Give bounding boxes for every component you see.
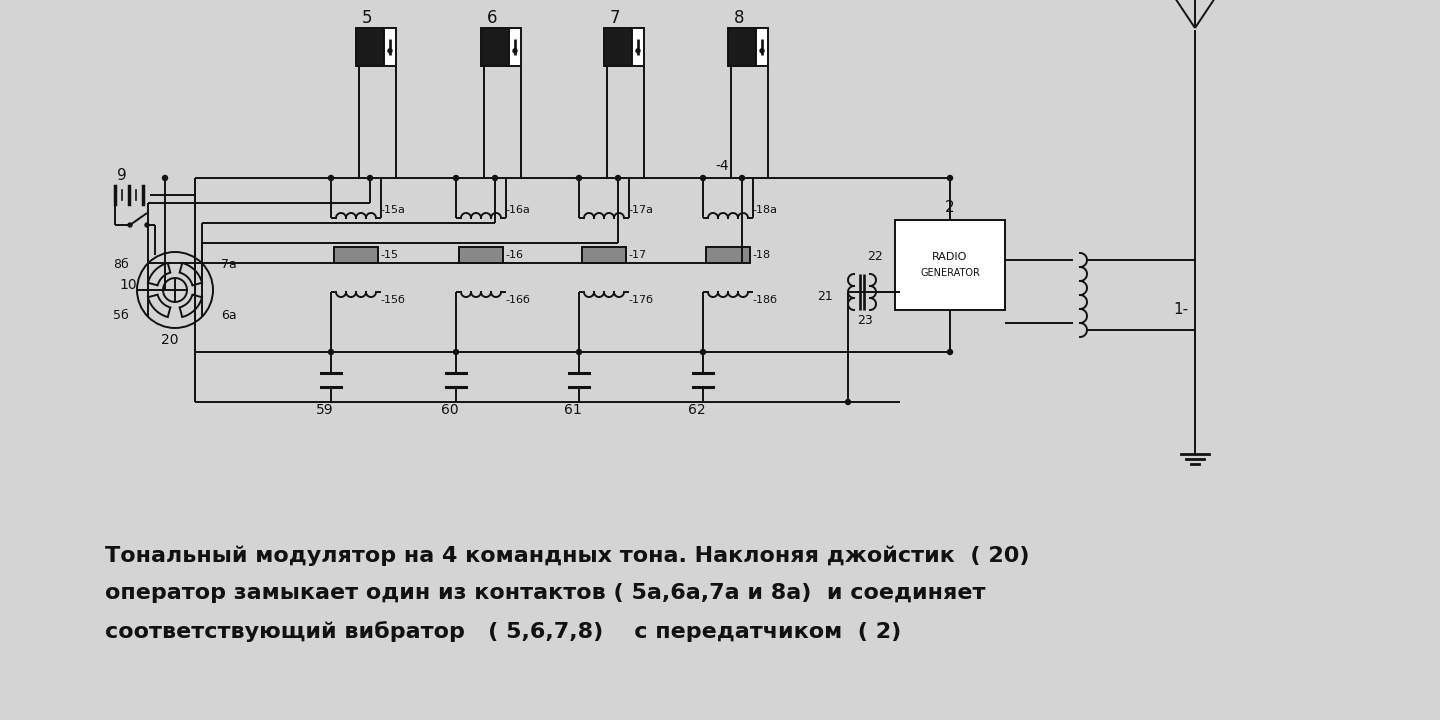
Circle shape	[576, 176, 582, 181]
Bar	[706, 247, 750, 263]
Text: 21: 21	[816, 290, 832, 304]
Bar	[508, 28, 521, 66]
Text: 1-: 1-	[1174, 302, 1188, 318]
Text: 10: 10	[120, 278, 137, 292]
Circle shape	[367, 176, 373, 181]
Text: 6а: 6а	[220, 310, 236, 323]
Text: 7: 7	[609, 9, 621, 27]
Text: -17: -17	[628, 250, 647, 260]
Text: 6: 6	[487, 9, 497, 27]
Text: 60: 60	[441, 403, 459, 417]
Circle shape	[128, 223, 132, 227]
Bar	[384, 28, 396, 66]
Circle shape	[700, 176, 706, 181]
Bar	[481, 28, 508, 66]
Bar	[459, 247, 503, 263]
Text: 22: 22	[867, 250, 883, 263]
Text: -16а: -16а	[505, 205, 530, 215]
Circle shape	[948, 349, 952, 354]
Circle shape	[636, 49, 639, 53]
Text: -18а: -18а	[752, 205, 778, 215]
Bar	[632, 28, 644, 66]
Circle shape	[492, 176, 497, 181]
Bar	[603, 28, 632, 66]
Circle shape	[615, 176, 621, 181]
Text: оператор замыкает один из контактов ( 5а,6а,7а и 8а)  и соединяет: оператор замыкает один из контактов ( 5а…	[105, 583, 985, 603]
Text: 61: 61	[564, 403, 582, 417]
Circle shape	[454, 349, 458, 354]
Bar	[334, 247, 377, 263]
Text: 7а: 7а	[220, 258, 236, 271]
Circle shape	[845, 400, 851, 405]
Text: 9: 9	[117, 168, 127, 182]
Circle shape	[513, 49, 517, 53]
Text: RADIO: RADIO	[932, 252, 968, 262]
Text: -4: -4	[716, 159, 729, 173]
Circle shape	[328, 349, 334, 354]
Text: GENERATOR: GENERATOR	[920, 268, 981, 278]
Circle shape	[700, 349, 706, 354]
Text: -18б: -18б	[752, 295, 778, 305]
Text: -17б: -17б	[628, 295, 652, 305]
Bar	[582, 247, 626, 263]
Text: 8: 8	[734, 9, 744, 27]
Text: -15б: -15б	[380, 295, 405, 305]
Text: -16б: -16б	[505, 295, 530, 305]
Circle shape	[328, 176, 334, 181]
Circle shape	[740, 176, 744, 181]
Text: 5: 5	[361, 9, 373, 27]
Text: -18: -18	[752, 250, 770, 260]
Bar	[756, 28, 768, 66]
Text: -15: -15	[380, 250, 397, 260]
Text: -15а: -15а	[380, 205, 405, 215]
Circle shape	[163, 176, 167, 181]
Text: 20: 20	[161, 333, 179, 347]
Circle shape	[760, 49, 765, 53]
Bar	[896, 220, 1005, 310]
Text: -16: -16	[505, 250, 523, 260]
Text: 8б: 8б	[114, 258, 128, 271]
Text: соответствующий вибратор   ( 5,6,7,8)    с передатчиком  ( 2): соответствующий вибратор ( 5,6,7,8) с пе…	[105, 621, 901, 642]
Text: 62: 62	[688, 403, 706, 417]
Circle shape	[948, 176, 952, 181]
Bar	[356, 28, 384, 66]
Circle shape	[387, 49, 392, 53]
Circle shape	[145, 223, 148, 227]
Bar	[729, 28, 756, 66]
Text: -17а: -17а	[628, 205, 652, 215]
Text: 2: 2	[945, 200, 955, 215]
Text: 59: 59	[317, 403, 334, 417]
Circle shape	[454, 176, 458, 181]
Text: 5б: 5б	[114, 310, 128, 323]
Text: 23: 23	[857, 313, 873, 326]
Text: Тональный модулятор на 4 командных тона. Наклоняя джойстик  ( 20): Тональный модулятор на 4 командных тона.…	[105, 545, 1030, 565]
Circle shape	[576, 349, 582, 354]
